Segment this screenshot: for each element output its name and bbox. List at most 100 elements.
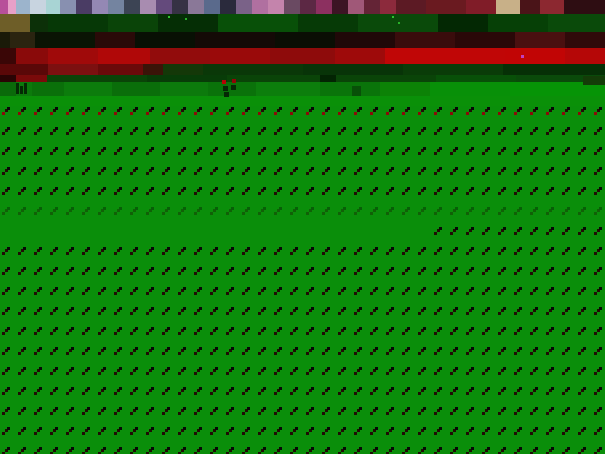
dash-pixel	[135, 367, 138, 370]
dash-pixel	[274, 332, 277, 335]
pattern-dash	[114, 307, 122, 315]
pattern-dash	[546, 127, 554, 135]
dash-pixel	[274, 372, 277, 375]
dash-pixel	[471, 267, 474, 270]
dash-pixel	[405, 429, 408, 432]
dash-pixel	[7, 107, 10, 110]
dash-pixel	[295, 187, 298, 190]
dash-pixel	[194, 292, 197, 295]
pattern-dash	[146, 367, 154, 375]
dash-pixel	[133, 389, 136, 392]
dash-pixel	[181, 169, 184, 172]
dash-pixel	[386, 252, 389, 255]
dash-pixel	[402, 132, 405, 135]
pattern-dash	[514, 367, 522, 375]
dash-pixel	[34, 172, 37, 175]
dash-pixel	[274, 312, 277, 315]
dash-pixel	[162, 372, 165, 375]
dash-pixel	[338, 392, 341, 395]
dash-pixel	[133, 309, 136, 312]
dash-pixel	[133, 329, 136, 332]
pattern-dash	[242, 327, 250, 335]
dash-pixel	[167, 287, 170, 290]
dash-pixel	[551, 347, 554, 350]
pattern-dash	[450, 127, 458, 135]
dash-pixel	[421, 129, 424, 132]
pattern-dash	[2, 107, 10, 115]
dash-pixel	[101, 349, 104, 352]
dash-pixel	[226, 292, 229, 295]
dash-pixel	[66, 352, 69, 355]
glitch-block	[204, 0, 220, 14]
pattern-dash	[354, 207, 362, 215]
pattern-dash	[258, 167, 266, 175]
pattern-dash	[578, 347, 586, 355]
dash-pixel	[151, 107, 154, 110]
dash-pixel	[530, 232, 533, 235]
dash-pixel	[450, 372, 453, 375]
dash-pixel	[306, 432, 309, 435]
dash-pixel	[322, 392, 325, 395]
dash-pixel	[325, 329, 328, 332]
dash-pixel	[405, 129, 408, 132]
dash-pixel	[231, 267, 234, 270]
dash-pixel	[437, 169, 440, 172]
dash-pixel	[210, 252, 213, 255]
pattern-dash	[546, 387, 554, 395]
dash-pixel	[565, 449, 568, 452]
dash-pixel	[322, 332, 325, 335]
dash-pixel	[226, 212, 229, 215]
dash-pixel	[530, 352, 533, 355]
dash-pixel	[7, 347, 10, 350]
dash-pixel	[546, 192, 549, 195]
dash-pixel	[466, 212, 469, 215]
dash-pixel	[341, 449, 344, 452]
pattern-dash	[2, 287, 10, 295]
dash-pixel	[37, 269, 40, 272]
dash-pixel	[103, 187, 106, 190]
dash-pixel	[327, 327, 330, 330]
dash-pixel	[322, 352, 325, 355]
dash-pixel	[66, 332, 69, 335]
dash-pixel	[327, 307, 330, 310]
dash-pixel	[167, 327, 170, 330]
dash-pixel	[277, 209, 280, 212]
dash-pixel	[55, 287, 58, 290]
glitch-artifact	[20, 86, 23, 94]
dash-pixel	[133, 369, 136, 372]
dash-pixel	[594, 432, 597, 435]
pattern-dash	[322, 207, 330, 215]
pattern-dash	[50, 127, 58, 135]
dash-pixel	[567, 147, 570, 150]
dash-pixel	[21, 189, 24, 192]
dash-pixel	[375, 367, 378, 370]
dash-pixel	[498, 432, 501, 435]
dash-pixel	[181, 209, 184, 212]
dash-pixel	[258, 252, 261, 255]
dash-pixel	[119, 267, 122, 270]
dash-pixel	[599, 327, 602, 330]
dash-pixel	[487, 107, 490, 110]
dash-pixel	[39, 267, 42, 270]
dash-pixel	[325, 269, 328, 272]
dash-pixel	[357, 449, 360, 452]
pattern-dash	[562, 287, 570, 295]
dash-pixel	[402, 312, 405, 315]
dash-pixel	[23, 147, 26, 150]
dash-pixel	[290, 452, 293, 454]
dash-pixel	[242, 452, 245, 454]
glitch-block	[496, 0, 520, 14]
pattern-dash	[162, 287, 170, 295]
dash-pixel	[277, 109, 280, 112]
pattern-dash	[306, 427, 314, 435]
dash-pixel	[2, 332, 5, 335]
pattern-dash	[530, 287, 538, 295]
dash-pixel	[231, 107, 234, 110]
dash-pixel	[407, 247, 410, 250]
dash-pixel	[226, 172, 229, 175]
dash-pixel	[402, 392, 405, 395]
dash-pixel	[469, 269, 472, 272]
dash-pixel	[37, 369, 40, 372]
dash-pixel	[341, 329, 344, 332]
dash-pixel	[146, 172, 149, 175]
